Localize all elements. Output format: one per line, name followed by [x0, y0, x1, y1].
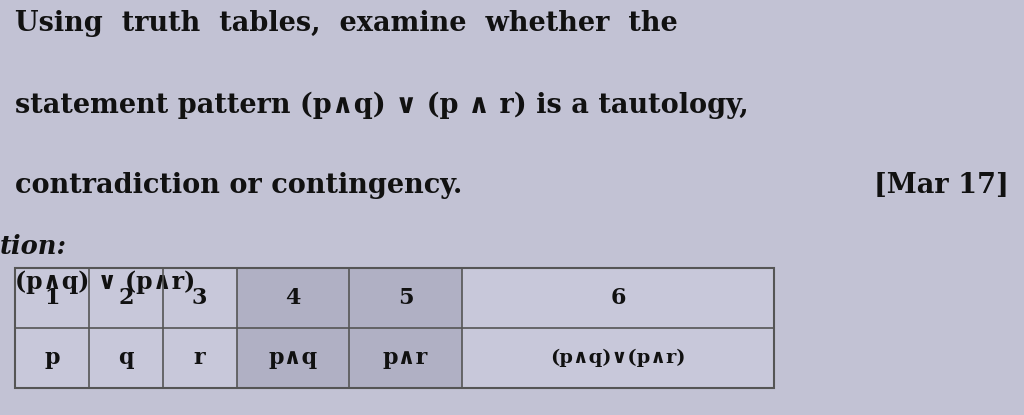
Bar [163, 268, 237, 388]
Text: q: q [118, 347, 134, 369]
Bar [462, 268, 774, 388]
Text: Using  truth  tables,  examine  whether  the: Using truth tables, examine whether the [15, 10, 678, 37]
Text: tion:: tion: [0, 234, 67, 259]
Text: p∧q: p∧q [268, 347, 317, 369]
Text: 1: 1 [44, 287, 60, 309]
Text: (p∧q) ∨ (p∧r): (p∧q) ∨ (p∧r) [15, 270, 196, 294]
Text: 3: 3 [191, 287, 208, 309]
Text: 4: 4 [285, 287, 301, 309]
Text: statement pattern (p∧q) ∨ (p ∧ r) is a tautology,: statement pattern (p∧q) ∨ (p ∧ r) is a t… [15, 91, 749, 119]
Text: 5: 5 [397, 287, 414, 309]
Bar [89, 268, 163, 388]
Bar [349, 268, 462, 388]
Text: p∧r: p∧r [383, 347, 428, 369]
Text: p: p [44, 347, 60, 369]
Text: contradiction or contingency.: contradiction or contingency. [15, 172, 463, 199]
Text: [Mar 17]: [Mar 17] [873, 172, 1009, 199]
Text: (p∧q)∨(p∧r): (p∧q)∨(p∧r) [550, 349, 686, 367]
Text: r: r [194, 347, 206, 369]
Bar [15, 268, 774, 388]
Bar [237, 268, 349, 388]
Bar [15, 268, 89, 388]
Text: 6: 6 [610, 287, 626, 309]
Text: 2: 2 [118, 287, 134, 309]
